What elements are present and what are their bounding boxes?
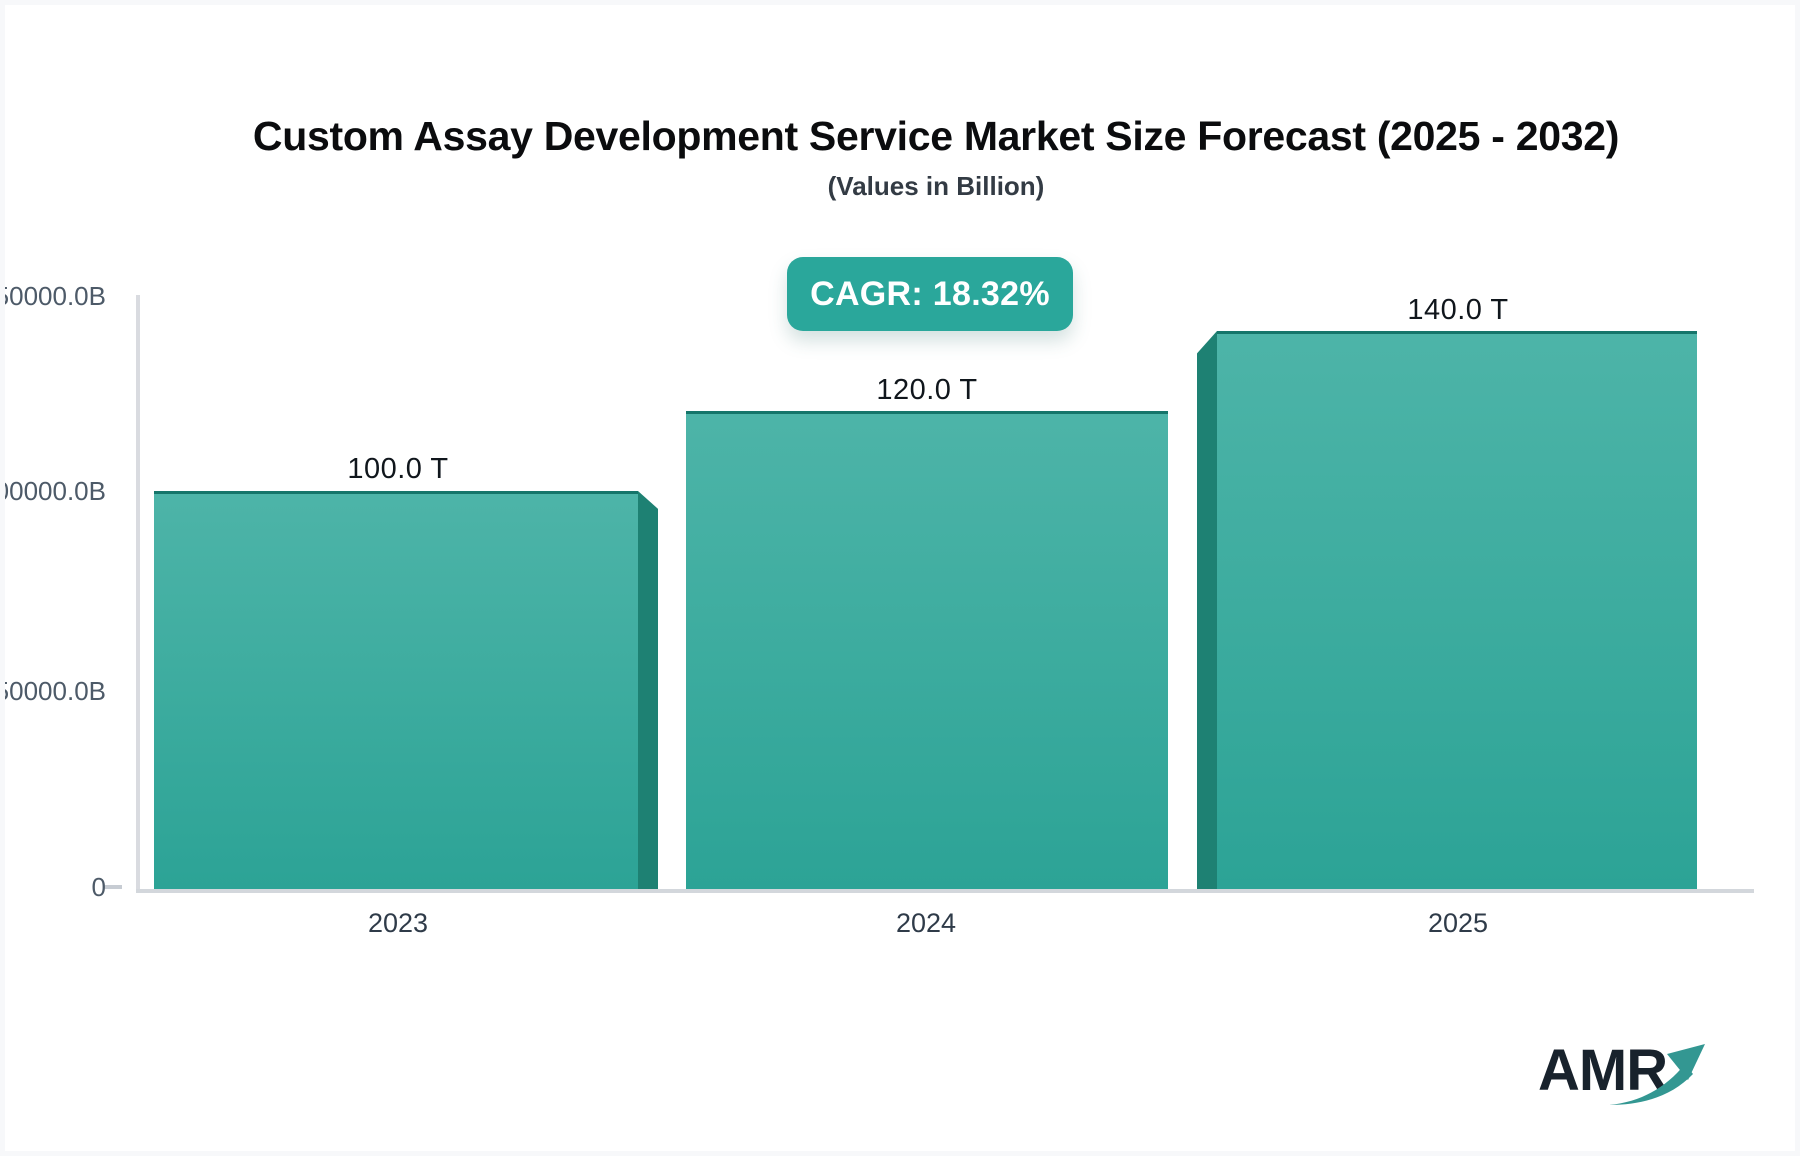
bar-2025-side-face [1197, 331, 1217, 889]
page-title: Custom Assay Development Service Market … [252, 113, 1620, 159]
x-tick-label-2023: 2023 [367, 908, 429, 938]
y-tick-label-100000: 100000.0B [5, 476, 106, 506]
x-tick-label-2025: 2025 [1427, 908, 1489, 938]
y-axis-zero-tick [105, 885, 122, 889]
x-axis-line [136, 889, 1754, 893]
bar-2023-side-face [638, 491, 658, 889]
growth-arrow-icon [1609, 1044, 1705, 1105]
bar-2023[interactable] [154, 491, 638, 889]
y-tick-label-50000: 50000.0B [0, 676, 106, 706]
cagr-badge: CAGR: 18.32% [787, 257, 1073, 331]
bar-value-label-2024: 120.0 T [876, 374, 978, 406]
bar-2024[interactable] [686, 411, 1168, 889]
bar-2025[interactable] [1217, 331, 1697, 889]
x-tick-label-2024: 2024 [895, 908, 957, 938]
bar-value-label-2023: 100.0 T [347, 453, 449, 485]
bar-value-label-2025: 140.0 T [1407, 294, 1509, 326]
y-axis-line [136, 295, 140, 893]
y-tick-label-0: 0 [91, 872, 106, 902]
amr-logo-text: AMR [1538, 1038, 1668, 1103]
chart-subtitle: (Values in Billion) [827, 171, 1045, 201]
y-tick-label-150000: 150000.0B [5, 281, 106, 311]
